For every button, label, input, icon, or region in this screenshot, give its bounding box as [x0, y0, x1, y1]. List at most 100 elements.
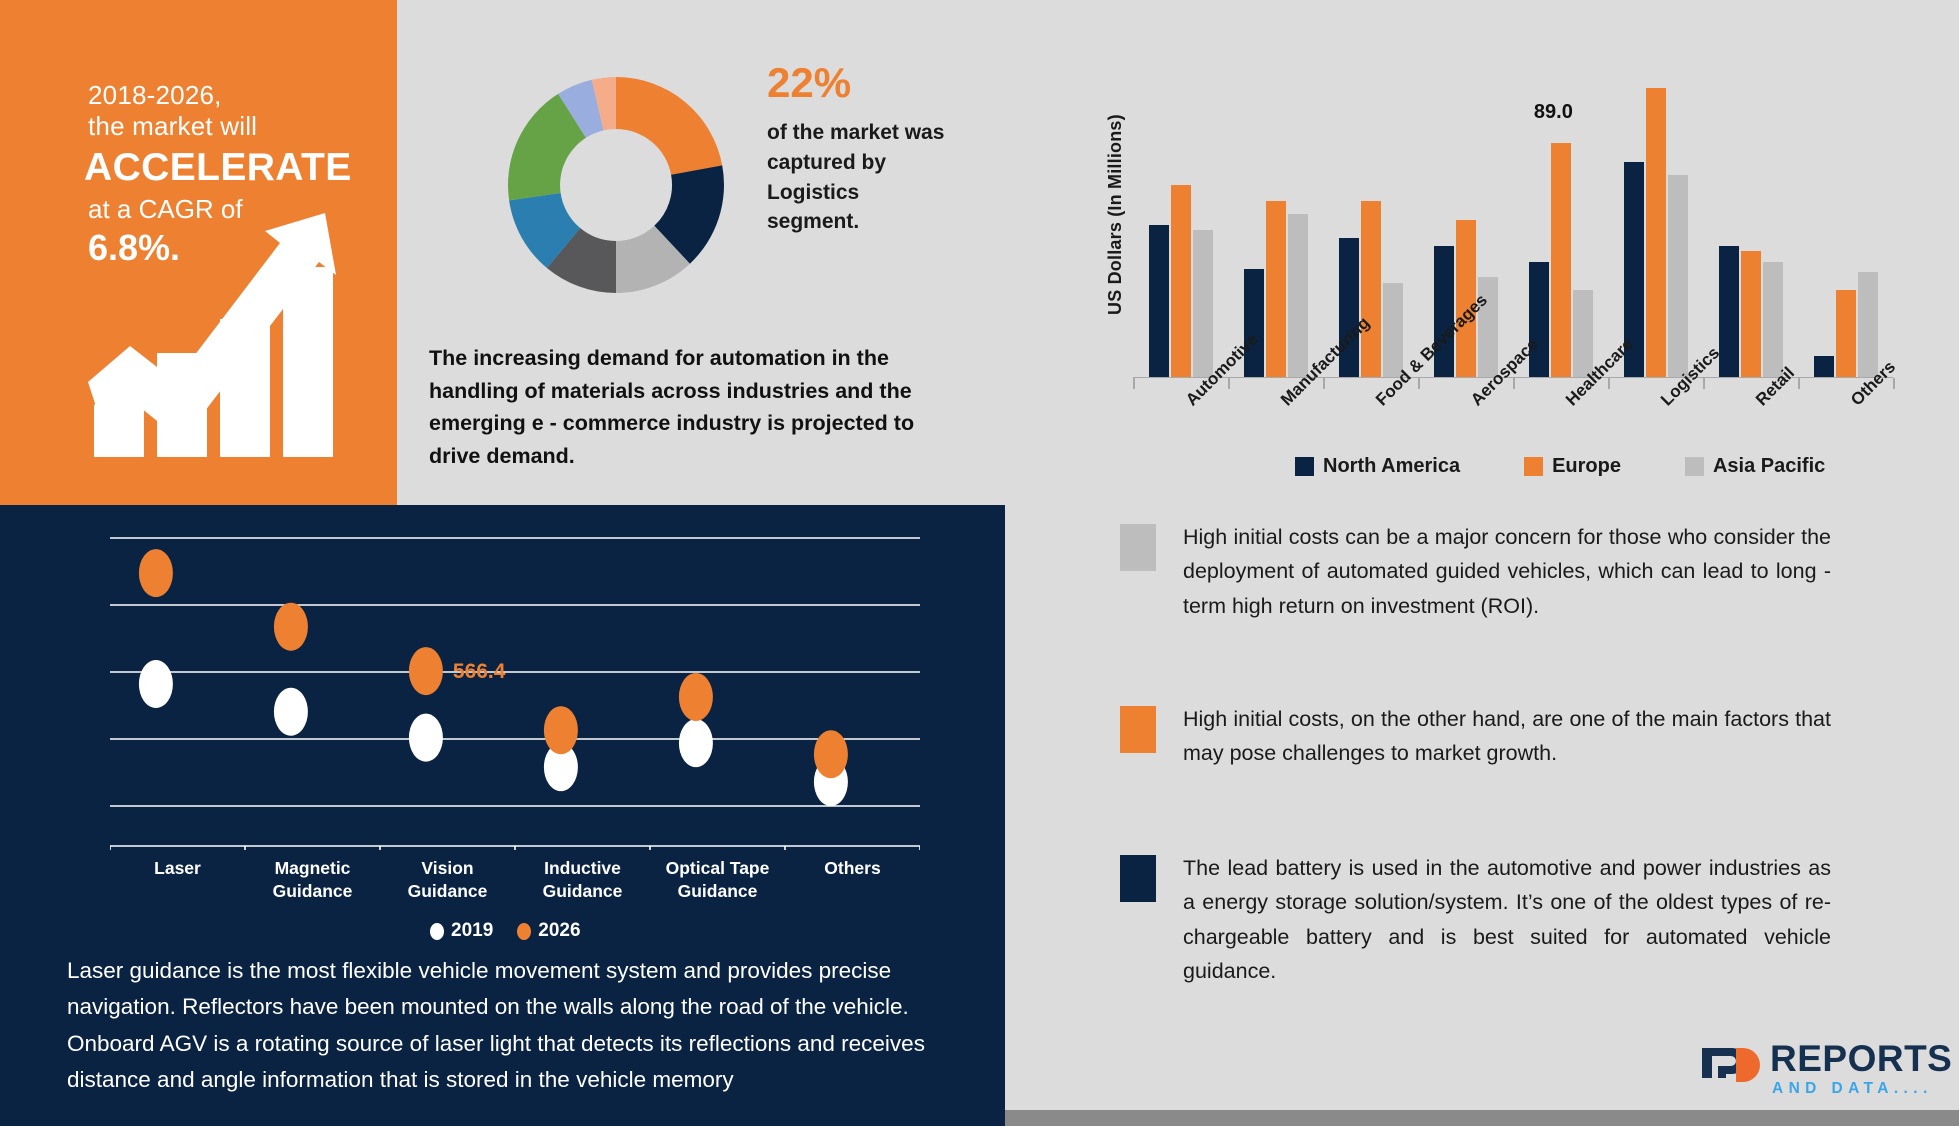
bar-na: [1718, 245, 1739, 377]
bar-eu: [1170, 185, 1191, 377]
bar-ap: [1667, 174, 1688, 377]
bar-eu: [1835, 290, 1856, 377]
dot-marker-2026: [543, 706, 578, 755]
bar-eu: [1360, 201, 1381, 377]
dot-marker-2026: [408, 647, 443, 696]
demand-driver-paragraph: The increasing demand for automation in …: [429, 346, 915, 469]
laser-guidance-paragraph: Laser guidance is the most flexible vehi…: [67, 958, 925, 1093]
axis-tick: [1513, 378, 1515, 389]
bottom-strip: [1005, 1110, 1959, 1126]
dot-marker-2019: [138, 660, 173, 709]
bar-group: [1228, 62, 1323, 377]
north-america-swatch: [1120, 855, 1156, 902]
segment-donut-chart: [501, 70, 731, 300]
axis-tick: [1703, 378, 1705, 389]
legend-label-2019: 2019: [451, 920, 494, 941]
cagr-period: 2018-2026,: [88, 80, 222, 110]
bar-eu: [1645, 88, 1666, 377]
bar-ap: [1287, 214, 1308, 377]
legend-label-europe: Europe: [1552, 455, 1621, 477]
legend-swatch-asia-pacific: [1684, 457, 1704, 476]
dot-marker-2026: [678, 672, 713, 721]
legend-label-north-america: North America: [1323, 455, 1461, 477]
logistics-percent-value: 22%: [767, 59, 852, 106]
reports-and-data-logo[interactable]: REPORTS AND DATA....: [1700, 1040, 1952, 1097]
axis-tick: [1418, 378, 1420, 389]
axis-tick: [1893, 378, 1895, 389]
bar-ap: [1762, 261, 1783, 377]
dot-plot-category-label: Others: [824, 858, 881, 878]
bar-na: [1243, 269, 1264, 377]
axis-tick: [1228, 378, 1230, 389]
bar-na: [1528, 261, 1549, 377]
dot-data-label: 566.4: [453, 660, 506, 683]
dot-plot-legend: 2019 2026: [430, 920, 581, 942]
bar-eu: [1740, 251, 1761, 377]
donut-slice-others: [591, 77, 616, 131]
logo-wordmark: REPORTS AND DATA....: [1770, 1040, 1952, 1097]
donut-slice-logistics: [616, 77, 723, 175]
legend-item-2019: 2019: [430, 920, 493, 942]
bar-eu: [1550, 143, 1571, 377]
note-europe-text: High initial costs, on the other hand, a…: [1183, 707, 1831, 766]
bar-eu: [1265, 201, 1286, 377]
bar-data-label: 89.0: [1533, 101, 1573, 124]
dot-marker-2019: [408, 713, 443, 762]
bar-group: [1133, 62, 1228, 377]
logo-mark-icon: [1702, 1048, 1760, 1083]
bar-group: [1703, 62, 1798, 377]
axis-tick: [1133, 378, 1135, 389]
donut-slice-aerospace: [509, 193, 581, 268]
cagr-value: 6.8%.: [88, 227, 181, 269]
asia-pacific-swatch: [1120, 524, 1156, 571]
bar-eu: [1455, 219, 1476, 377]
bar-chart-y-axis-label: US Dollars (In Millions): [1105, 114, 1125, 316]
donut-slice-retail: [558, 79, 604, 138]
bar-chart-plot-area: [1133, 62, 1893, 377]
dot-marker-2019: [678, 719, 713, 768]
dot-plot-category-label: Optical Tape Guidance: [665, 858, 770, 901]
cagr-panel: 2018-2026, the market will ACCELERATE at…: [0, 0, 397, 505]
donut-block: 22% of the market was captured by Logist…: [397, 0, 1005, 505]
donut-slice-food-beverages: [546, 228, 616, 293]
dot-plot-category-label: Inductive Guidance: [542, 858, 623, 901]
bar-ap: [1857, 272, 1878, 377]
dot-marker-2019: [543, 743, 578, 792]
note-asia-pacific-text: High initial costs can be a major concer…: [1183, 525, 1831, 618]
legend-label-asia-pacific: Asia Pacific: [1712, 455, 1826, 477]
bar-ap: [1382, 282, 1403, 377]
bar-group: [1418, 62, 1513, 377]
dot-marker-2026: [813, 730, 848, 779]
growth-arrow-bars-icon: [88, 213, 336, 457]
dot-plot-category-label: Laser: [154, 858, 201, 878]
legend-label-2026: 2026: [538, 920, 581, 941]
note-asia-pacific: High initial costs can be a major concer…: [1120, 520, 1831, 623]
cagr-text-block: 2018-2026, the market will ACCELERATE at…: [84, 80, 352, 270]
axis-tick: [1798, 378, 1800, 389]
dot-marker-2026: [273, 602, 308, 651]
dot-plot-category-label: Vision Guidance: [407, 858, 488, 901]
bar-group: [1513, 62, 1608, 377]
bar-na: [1813, 356, 1834, 377]
legend-item-north-america: North America: [1295, 455, 1460, 478]
bar-chart-legend: North America Europe Asia Pacific: [1295, 455, 1825, 478]
note-north-america-text: The lead battery is used in the automoti…: [1183, 856, 1831, 984]
logistics-percent-caption: of the market was captured by Logistics …: [767, 121, 945, 234]
bar-na: [1148, 224, 1169, 377]
bar-ap: [1477, 277, 1498, 377]
cagr-accelerate: ACCELERATE: [84, 146, 352, 190]
dot-marker-2019: [273, 687, 308, 736]
donut-slice-automotive: [654, 165, 724, 264]
europe-swatch: [1120, 706, 1156, 753]
legend-swatch-europe: [1524, 457, 1544, 476]
navigation-technology-dot-plot: 566.4: [109, 520, 921, 856]
note-europe: High initial costs, on the other hand, a…: [1120, 702, 1831, 771]
legend-swatch-north-america: [1295, 457, 1314, 476]
bar-na: [1623, 161, 1644, 377]
bar-group: [1798, 62, 1893, 377]
legend-item-2026: 2026: [517, 920, 581, 942]
bar-na: [1338, 237, 1359, 377]
donut-slice-manufacturing: [616, 225, 690, 293]
bar-chart-x-axis: [1133, 377, 1895, 390]
